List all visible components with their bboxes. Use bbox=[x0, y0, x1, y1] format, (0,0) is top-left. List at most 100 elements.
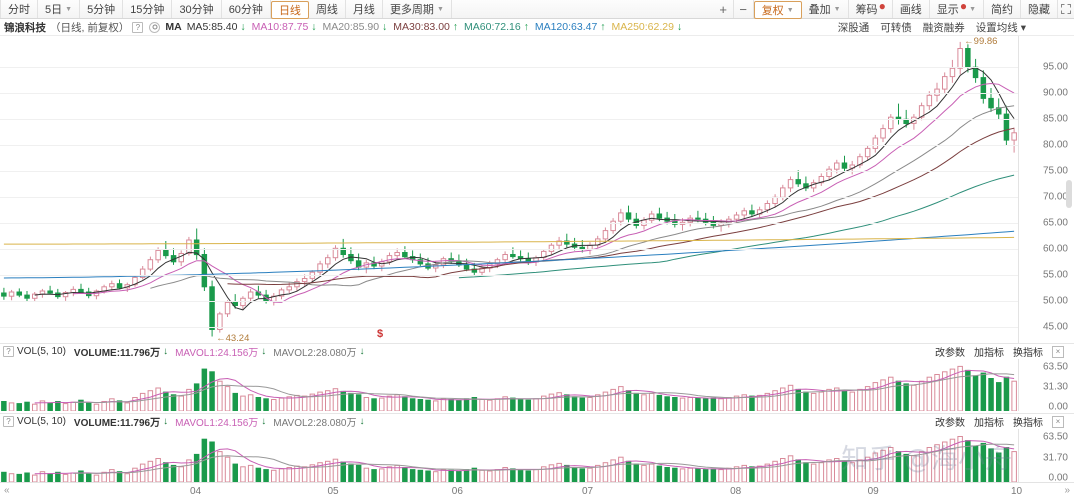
gridline bbox=[0, 197, 1018, 199]
price-tick-label: 85.00 bbox=[1042, 113, 1068, 125]
ma-values-group: MA5:85.40 ↓ MA10:87.75 ↓ MA20:85.90 ↓ MA30:… bbox=[187, 21, 688, 33]
chevron-down-icon: ▼ bbox=[65, 5, 73, 13]
zoom-out-button[interactable]: − bbox=[734, 0, 754, 18]
period-tab-9[interactable]: 月线 bbox=[346, 0, 383, 18]
gridline bbox=[0, 223, 1018, 225]
toolbar-option-7[interactable]: 隐藏 bbox=[1021, 0, 1058, 18]
ma-legend-label: MA30:83.00 bbox=[393, 21, 450, 33]
scroll-right-icon[interactable]: » bbox=[1064, 485, 1070, 496]
volume-tick-label: 0.00 bbox=[1048, 472, 1068, 484]
period-tab-6[interactable]: 60分钟 bbox=[222, 0, 271, 18]
volume-tick-label: 63.50 bbox=[1042, 431, 1068, 443]
ma-legend-item-5: MA60:72.16 ↑ bbox=[464, 21, 529, 33]
period-tab-label: 30分钟 bbox=[179, 4, 214, 16]
arrow-down-icon: ↓ bbox=[379, 21, 388, 33]
volume1-switch-indicator[interactable]: 换指标 bbox=[1013, 348, 1043, 359]
chart-mode-label: （日线, 前复权） bbox=[50, 21, 130, 34]
volume2-switch-indicator[interactable]: 换指标 bbox=[1013, 418, 1043, 429]
help-icon[interactable]: ? bbox=[132, 21, 144, 33]
volume2-change-params[interactable]: 改参数 bbox=[935, 418, 965, 429]
zoom-in-button[interactable]: + bbox=[714, 0, 734, 18]
chevron-down-icon: ▼ bbox=[786, 6, 794, 14]
period-tab-group: 分时 5日 ▼ 5分钟 15分钟 30分钟 60分钟 日线 周线 月线 更多周期 ▼ bbox=[0, 0, 452, 19]
period-tab-5[interactable]: 30分钟 bbox=[172, 0, 222, 18]
volume2-mavol2: MAVOL2:28.080万 bbox=[273, 418, 357, 429]
date-tick-label: 09 bbox=[867, 486, 879, 497]
period-tab-2[interactable]: 5日 ▼ bbox=[38, 0, 81, 18]
toolbar-right-group: + − 复权 ▼ 叠加 ▼ 筹码 ● 画线 显示 ● ▼ 简约 隐藏 bbox=[714, 0, 1074, 19]
expand-icon[interactable] bbox=[1058, 0, 1074, 18]
volume1-close-icon[interactable]: × bbox=[1052, 345, 1064, 358]
volume2-add-indicator[interactable]: 加指标 bbox=[974, 418, 1004, 429]
arrow-up-icon: ↑ bbox=[597, 21, 606, 33]
volume2-close-icon[interactable]: × bbox=[1052, 415, 1064, 428]
ma-legend-item-1: MA5:85.40 ↓ bbox=[187, 21, 246, 33]
legend-link-4[interactable]: 设置均线 ▾ bbox=[975, 21, 1026, 34]
gear-icon[interactable] bbox=[149, 21, 161, 33]
toolbar-option-2[interactable]: 叠加 ▼ bbox=[802, 0, 849, 18]
toolbar-option-label: 画线 bbox=[899, 4, 922, 16]
volume2-mavol1: MAVOL1:24.156万 bbox=[175, 418, 259, 429]
date-axis: « » 04 05 06 07 08 09 10 bbox=[0, 482, 1074, 500]
toolbar-option-4[interactable]: 画线 bbox=[893, 0, 930, 18]
ma-legend-item-3: MA20:85.90 ↓ bbox=[322, 21, 387, 33]
vertical-scrollbar[interactable] bbox=[1066, 180, 1072, 208]
volume1-value: VOLUME:11.796万 bbox=[73, 348, 161, 359]
date-tick-label: 10 bbox=[1011, 486, 1023, 497]
toolbar-option-3[interactable]: 筹码 ● bbox=[849, 0, 893, 18]
toolbar-option-6[interactable]: 简约 bbox=[984, 0, 1021, 18]
ma-legend-label: MA120:63.47 bbox=[534, 21, 598, 33]
volume1-add-indicator[interactable]: 加指标 bbox=[974, 348, 1004, 359]
date-tick-label: 08 bbox=[730, 486, 742, 497]
gridline bbox=[0, 249, 1018, 251]
period-tab-8[interactable]: 周线 bbox=[309, 0, 346, 18]
legend-link-2[interactable]: 可转债 bbox=[880, 21, 912, 34]
volume1-mavol1: MAVOL1:24.156万 bbox=[175, 348, 259, 359]
period-tab-7[interactable]: 日线 bbox=[270, 1, 309, 19]
arrow-down-icon: ↓ bbox=[308, 21, 317, 33]
dividend-marker[interactable]: $ bbox=[377, 328, 384, 340]
ma-legend-item-6: MA120:63.47 ↑ bbox=[535, 21, 606, 33]
price-chart-svg bbox=[1, 41, 1017, 337]
volume1-change-params[interactable]: 改参数 bbox=[935, 348, 965, 359]
volume1-actions: 改参数 加指标 换指标 × bbox=[935, 344, 1074, 359]
price-tick-label: 60.00 bbox=[1042, 243, 1068, 255]
toolbar-option-5[interactable]: 显示 ● ▼ bbox=[930, 0, 984, 18]
period-tab-3[interactable]: 5分钟 bbox=[80, 0, 124, 18]
stock-name: 锦浪科技 bbox=[4, 21, 46, 34]
period-tab-10[interactable]: 更多周期 ▼ bbox=[383, 0, 452, 18]
volume2-help-icon[interactable]: ? bbox=[3, 416, 14, 427]
price-chart-pane[interactable]: ←99.86 ←43.24 $ bbox=[0, 36, 1018, 343]
volume1-axis: 63.50 31.30 0.00 bbox=[1018, 359, 1074, 413]
volume2-header: ? VOL(5, 10) VOLUME:11.796万 ↓ MAVOL1:24.… bbox=[0, 413, 1074, 429]
volume2-value: VOLUME:11.796万 bbox=[73, 418, 161, 429]
period-tab-4[interactable]: 15分钟 bbox=[123, 0, 173, 18]
toolbar-option-1[interactable]: 复权 ▼ bbox=[753, 1, 802, 19]
volume2-svg bbox=[1, 436, 1017, 482]
period-tab-label: 日线 bbox=[278, 5, 301, 17]
toolbar-option-label: 隐藏 bbox=[1028, 4, 1050, 16]
chevron-down-icon: ▼ bbox=[833, 5, 841, 13]
price-axis: 95.00 90.00 85.00 80.00 75.00 70.00 65.00 60.00… bbox=[1018, 36, 1074, 343]
toolbar-option-label: 简约 bbox=[991, 4, 1013, 16]
legend-link-3[interactable]: 融资融券 bbox=[922, 21, 965, 34]
price-tick-label: 90.00 bbox=[1042, 87, 1068, 99]
price-tick-label: 55.00 bbox=[1042, 269, 1068, 281]
ma-legend-item-2: MA10:87.75 ↓ bbox=[252, 21, 317, 33]
volume1-help-icon[interactable]: ? bbox=[3, 346, 14, 357]
date-tick-label: 05 bbox=[327, 486, 339, 497]
toolbar-spacer bbox=[452, 0, 714, 18]
scroll-left-icon[interactable]: « bbox=[4, 485, 10, 496]
price-tick-label: 80.00 bbox=[1042, 139, 1068, 151]
period-tab-label: 周线 bbox=[315, 4, 338, 16]
gridline bbox=[0, 93, 1018, 95]
period-tab-1[interactable]: 分时 bbox=[0, 0, 38, 18]
legend-link-1[interactable]: 深股通 bbox=[837, 21, 870, 34]
price-tick-label: 95.00 bbox=[1042, 61, 1068, 73]
high-price-annotation: ←99.86 bbox=[964, 36, 998, 47]
ma-legend-label: MA20:85.90 bbox=[322, 21, 380, 33]
date-tick-label: 07 bbox=[581, 486, 594, 497]
volume1-pane bbox=[0, 359, 1018, 411]
gridline bbox=[0, 327, 1018, 329]
